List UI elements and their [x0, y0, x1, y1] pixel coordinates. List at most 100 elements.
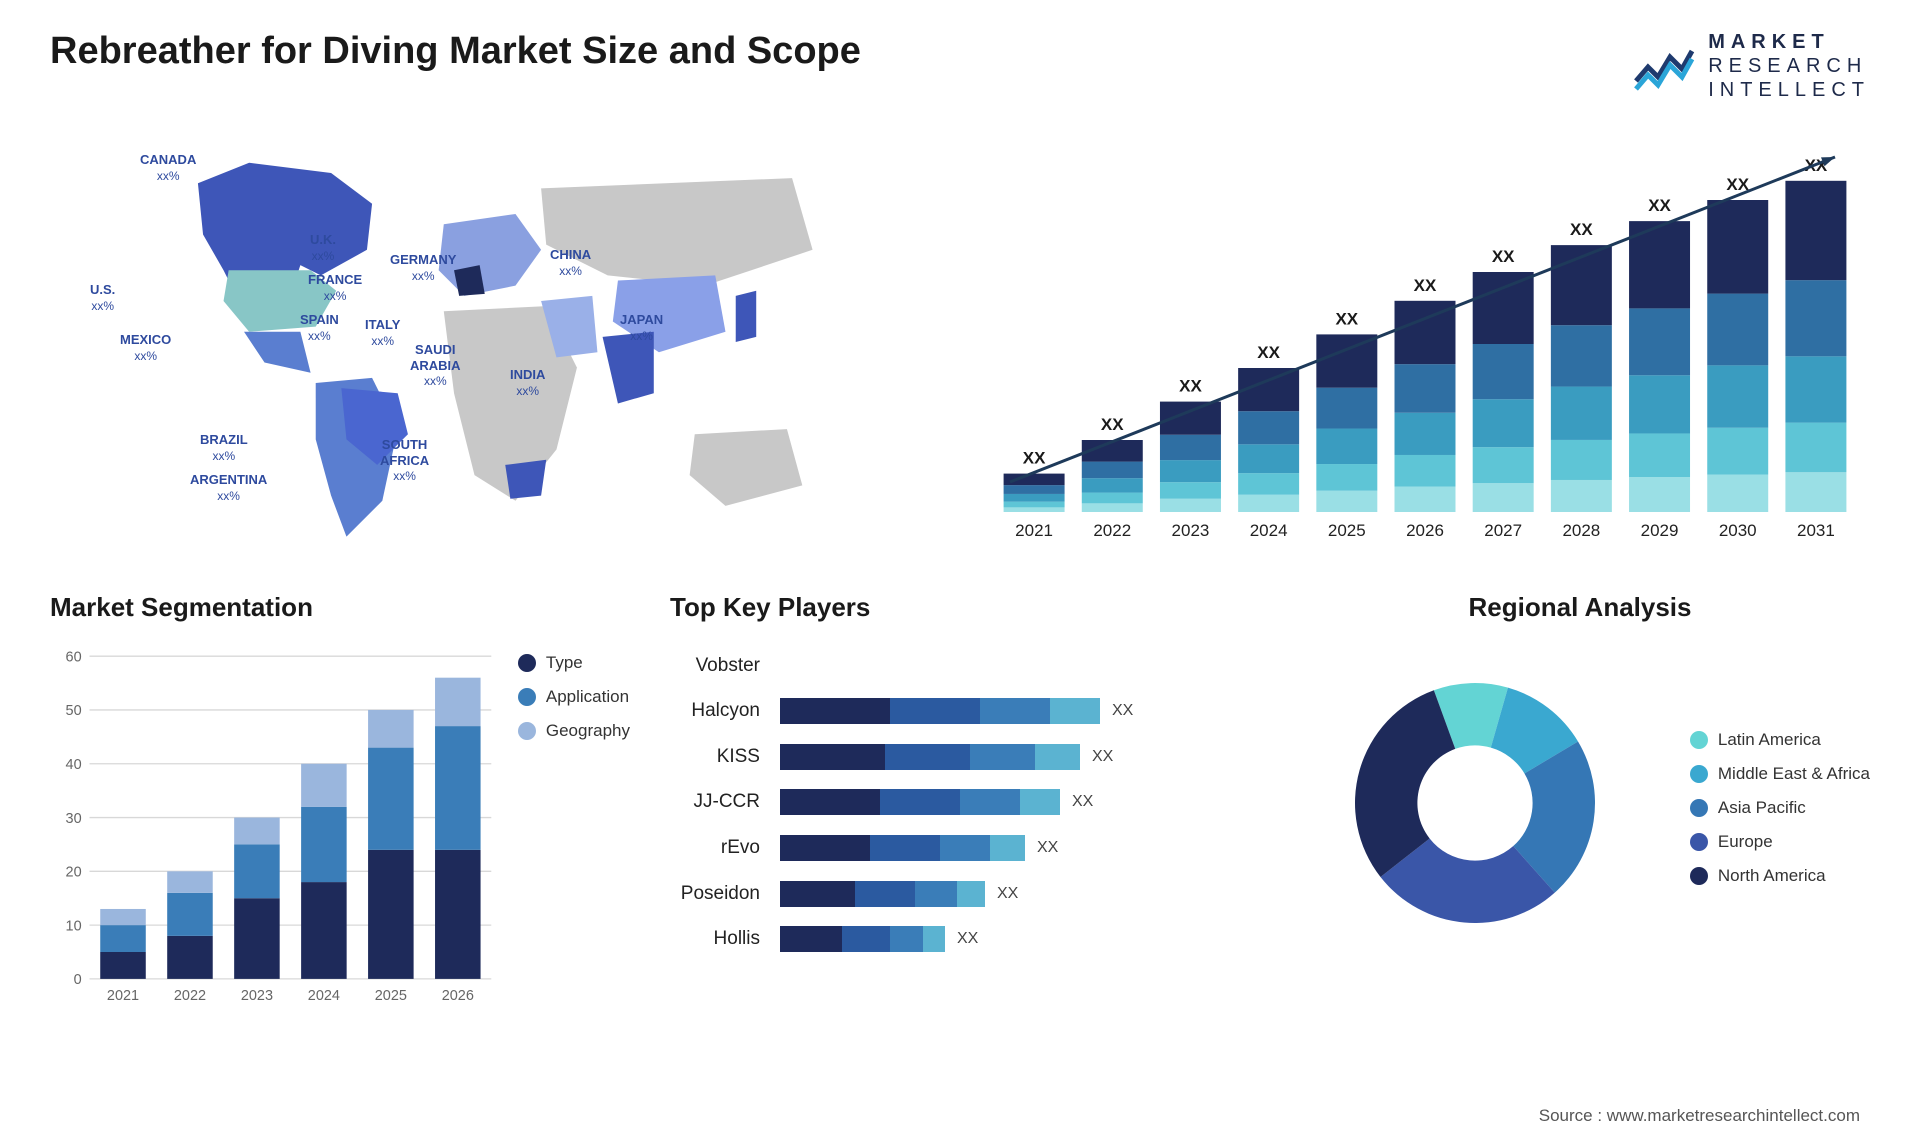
- legend-label: Application: [546, 687, 629, 707]
- player-value: XX: [1072, 793, 1093, 811]
- world-map-panel: CANADAxx%U.S.xx%MEXICOxx%BRAZILxx%ARGENT…: [50, 132, 940, 552]
- seg-bar-seg: [301, 807, 347, 882]
- growth-chart-panel: XX2021XX2022XX2023XX2024XX2025XX2026XX20…: [980, 132, 1870, 552]
- seg-bar-seg: [234, 898, 280, 979]
- players-labels: VobsterHalcyonKISSJJ-CCRrEvoPoseidonHoll…: [670, 643, 760, 962]
- legend-swatch: [518, 722, 536, 740]
- player-bar-seg: [842, 926, 890, 952]
- seg-xlabel: 2021: [107, 988, 139, 1004]
- player-label: KISS: [670, 746, 760, 768]
- growth-bar-seg: [1316, 491, 1377, 512]
- seg-bar-seg: [167, 893, 213, 936]
- growth-bar-label: XX: [1492, 247, 1515, 266]
- growth-bar-seg: [1082, 503, 1143, 512]
- growth-bar-seg: [1707, 200, 1768, 294]
- players-body: VobsterHalcyonKISSJJ-CCRrEvoPoseidonHoll…: [670, 643, 1250, 962]
- seg-bar-seg: [435, 678, 481, 726]
- growth-bar-seg: [1629, 433, 1690, 477]
- growth-bar-seg: [1473, 447, 1534, 483]
- logo-icon: [1632, 39, 1696, 93]
- legend-label: Europe: [1718, 832, 1773, 852]
- growth-bar-label: XX: [1179, 377, 1202, 396]
- growth-year-label: 2024: [1250, 521, 1288, 540]
- growth-bar-label: XX: [1257, 343, 1280, 362]
- player-label: rEvo: [670, 837, 760, 859]
- map-label-u-k-: U.K.xx%: [310, 232, 336, 263]
- growth-bar-seg: [1316, 464, 1377, 491]
- growth-bar-seg: [1004, 502, 1065, 508]
- growth-bar-seg: [1551, 325, 1612, 386]
- player-bar-seg: [990, 835, 1025, 861]
- growth-bar-label: XX: [1648, 196, 1671, 215]
- growth-bar-seg: [1395, 364, 1456, 413]
- growth-bar-seg: [1551, 480, 1612, 512]
- growth-year-label: 2030: [1719, 521, 1757, 540]
- growth-year-label: 2027: [1484, 521, 1522, 540]
- map-label-japan: JAPANxx%: [620, 312, 663, 343]
- region-legend-item: Europe: [1690, 832, 1870, 852]
- growth-bar-seg: [1473, 344, 1534, 399]
- seg-ytick: 20: [66, 865, 82, 881]
- regional-legend: Latin AmericaMiddle East & AfricaAsia Pa…: [1690, 720, 1870, 886]
- brand-logo: MARKET RESEARCH INTELLECT: [1632, 30, 1870, 102]
- player-bar-seg: [1020, 789, 1060, 815]
- seg-bar-seg: [368, 748, 414, 850]
- player-label: Hollis: [670, 928, 760, 950]
- map-label-south-africa: SOUTHAFRICAxx%: [380, 437, 429, 484]
- player-bar-seg: [957, 881, 985, 907]
- map-label-india: INDIAxx%: [510, 367, 545, 398]
- growth-bar-seg: [1082, 478, 1143, 492]
- map-label-canada: CANADAxx%: [140, 152, 196, 183]
- player-bar: [780, 698, 1100, 724]
- growth-bar-seg: [1316, 429, 1377, 465]
- player-bar-seg: [780, 744, 885, 770]
- region-legend-item: Middle East & Africa: [1690, 764, 1870, 784]
- seg-ytick: 0: [74, 972, 82, 988]
- growth-year-label: 2028: [1562, 521, 1600, 540]
- legend-swatch: [1690, 799, 1708, 817]
- growth-bar-seg: [1316, 388, 1377, 429]
- growth-year-label: 2021: [1015, 521, 1053, 540]
- growth-year-label: 2023: [1172, 521, 1210, 540]
- player-row-empty: [780, 653, 1250, 679]
- seg-xlabel: 2022: [174, 988, 206, 1004]
- player-bar-seg: [940, 835, 990, 861]
- growth-bar-seg: [1160, 482, 1221, 499]
- header: Rebreather for Diving Market Size and Sc…: [50, 30, 1870, 102]
- player-bar-seg: [780, 698, 890, 724]
- legend-label: Middle East & Africa: [1718, 764, 1870, 784]
- player-bar-seg: [885, 744, 970, 770]
- player-bar: [780, 744, 1080, 770]
- legend-label: Geography: [546, 721, 630, 741]
- seg-bar-seg: [301, 764, 347, 807]
- seg-bar-seg: [234, 818, 280, 845]
- segmentation-body: 0102030405060202120222023202420252026 Ty…: [50, 643, 630, 1012]
- growth-bar-seg: [1785, 356, 1846, 422]
- player-bar-seg: [915, 881, 957, 907]
- legend-label: Type: [546, 653, 583, 673]
- player-row: XX: [780, 926, 1250, 952]
- player-bar-seg: [870, 835, 940, 861]
- player-value: XX: [997, 885, 1018, 903]
- growth-bar-seg: [1238, 444, 1299, 473]
- segmentation-chart: 0102030405060202120222023202420252026: [50, 643, 498, 1012]
- growth-bar-seg: [1395, 455, 1456, 487]
- seg-bar-seg: [435, 850, 481, 979]
- map-label-brazil: BRAZILxx%: [200, 432, 248, 463]
- logo-line1: MARKET: [1708, 30, 1870, 54]
- logo-text: MARKET RESEARCH INTELLECT: [1708, 30, 1870, 102]
- map-region-s-africa: [505, 460, 546, 499]
- region-legend-item: Asia Pacific: [1690, 798, 1870, 818]
- player-row: XX: [780, 789, 1250, 815]
- player-bar-seg: [780, 789, 880, 815]
- seg-bar-seg: [301, 882, 347, 979]
- seg-bar-seg: [167, 936, 213, 979]
- player-row: XX: [780, 698, 1250, 724]
- legend-swatch: [1690, 765, 1708, 783]
- segmentation-legend: Type Application Geography: [518, 643, 630, 1012]
- player-value: XX: [957, 930, 978, 948]
- player-label: Poseidon: [670, 883, 760, 905]
- growth-bar-seg: [1707, 428, 1768, 475]
- player-bar-seg: [780, 926, 842, 952]
- players-title: Top Key Players: [670, 592, 1250, 623]
